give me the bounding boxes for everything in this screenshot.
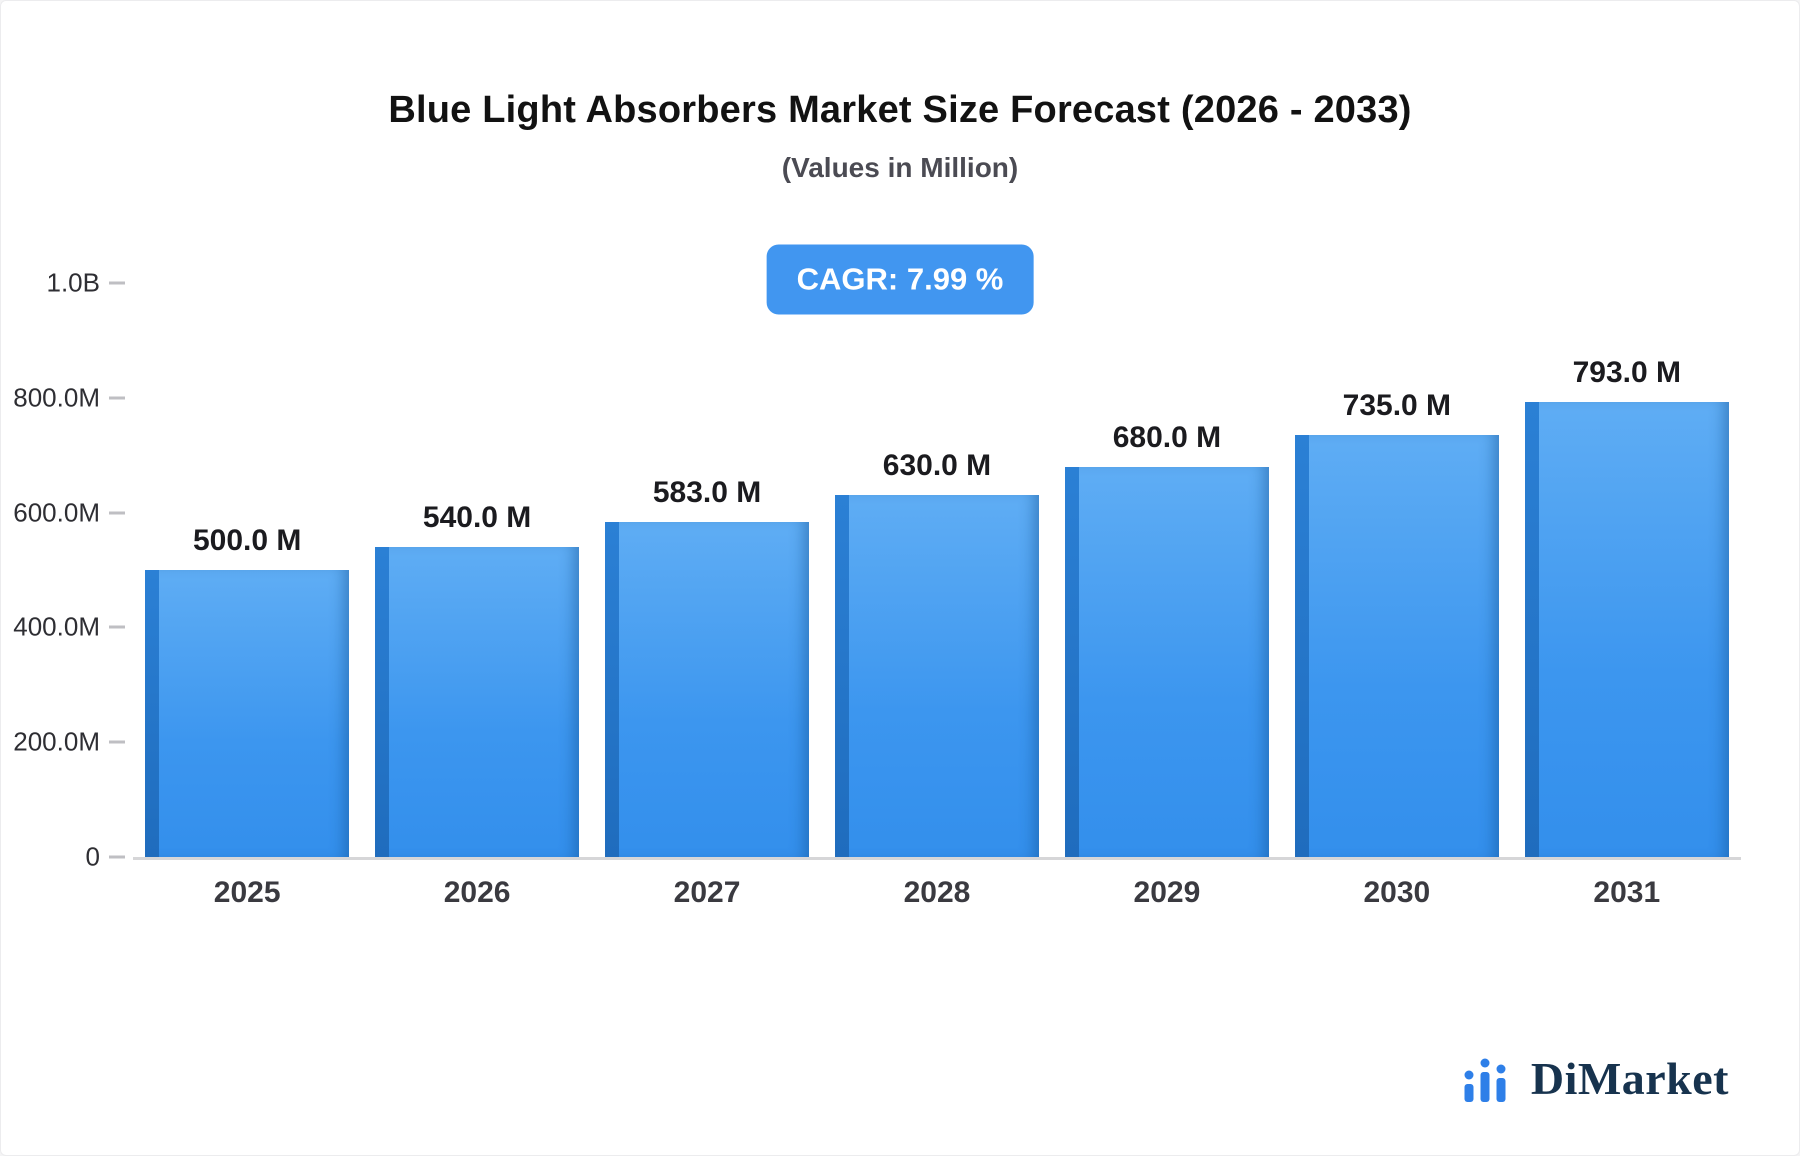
- bar-column: 793.0 M: [1524, 283, 1729, 858]
- x-axis-label: 2028: [903, 876, 971, 909]
- y-axis-tick-label: 800.0M: [13, 382, 100, 413]
- chart-subtitle: (Values in Million): [781, 152, 1019, 183]
- bar: [1524, 401, 1729, 858]
- x-axis-label: 2026: [443, 876, 511, 909]
- bar-value-label: 793.0 M: [1572, 355, 1681, 389]
- y-axis-tick-mark: [109, 396, 125, 400]
- bar-value-label: 583.0 M: [652, 476, 762, 510]
- plot-area: 0 200.0M 400.0M 600.0M 800.0M 1.0B 500.0 M 540…: [13, 268, 1741, 872]
- y-axis-tick-label: 200.0M: [13, 726, 100, 757]
- x-axis-label: 2030: [1363, 876, 1431, 909]
- bar-value-label: 630.0 M: [882, 449, 992, 483]
- dimarket-logo-text: DiMarket: [1530, 1053, 1729, 1104]
- x-axis-label: 2025: [213, 876, 281, 909]
- bar-value-label: 500.0 M: [192, 524, 302, 557]
- bar-column: 540.0 M: [374, 283, 580, 857]
- cagr-badge: CAGR: 7.99 %: [766, 244, 1034, 315]
- x-axis-label: 2027: [673, 876, 741, 909]
- x-axis-label: 2031: [1593, 876, 1661, 909]
- y-axis-tick: 400.0M: [1, 612, 125, 643]
- y-axis-tick-mark: [109, 281, 125, 285]
- y-axis-tick-mark: [109, 740, 125, 744]
- chart-header: Blue Light Absorbers Market Size Forecas…: [1, 1, 1799, 184]
- bar: [834, 495, 1040, 857]
- x-axis-label: 2029: [1133, 876, 1201, 909]
- x-axis: 2025 2026 2027 2028 2029 2030 2031: [133, 876, 1741, 910]
- y-axis-tick-mark: [109, 855, 125, 859]
- chart-area: CAGR: 7.99 % 0 200.0M 400.0M 600.0M 800.0M 1.…: [1, 244, 1799, 910]
- bar-column: 630.0 M: [834, 283, 1040, 857]
- y-axis-tick: 600.0M: [1, 497, 125, 528]
- bar: [1294, 435, 1500, 857]
- bar-column: 735.0 M: [1294, 283, 1500, 857]
- page-title: Blue Light Absorbers Market Size Forecas…: [388, 89, 1412, 131]
- bar-value-label: 680.0 M: [1112, 420, 1222, 454]
- y-axis-tick-label: 400.0M: [13, 611, 100, 642]
- y-axis-tick: 200.0M: [1, 727, 125, 758]
- dimarket-logo-icon: [1464, 1058, 1506, 1102]
- y-axis-tick-label: 1.0B: [46, 267, 101, 298]
- bar-value-label: 540.0 M: [422, 501, 532, 535]
- bar-value-label: 735.0 M: [1342, 389, 1452, 423]
- bars: 500.0 M 540.0 M 583.0 M 630.0 M 680.0 M 735.0…: [133, 283, 1741, 858]
- y-axis-tick: 800.0M: [1, 382, 125, 413]
- bar-column: 500.0 M: [145, 283, 350, 857]
- bar-column: 680.0 M: [1064, 283, 1270, 858]
- bar: [145, 570, 350, 857]
- bar: [374, 547, 580, 857]
- y-axis-tick-mark: [109, 511, 125, 515]
- bar-column: 583.0 M: [604, 283, 810, 857]
- dimarket-logo: DiMarket: [1461, 1052, 1729, 1105]
- y-axis-tick: 1.0B: [1, 268, 125, 299]
- y-axis-tick-label: 0: [85, 841, 100, 872]
- y-axis-tick: 0: [1, 842, 125, 873]
- y-axis-tick-mark: [109, 625, 125, 629]
- bar: [604, 522, 810, 857]
- y-axis-tick-label: 600.0M: [13, 497, 100, 528]
- bar: [1064, 466, 1270, 858]
